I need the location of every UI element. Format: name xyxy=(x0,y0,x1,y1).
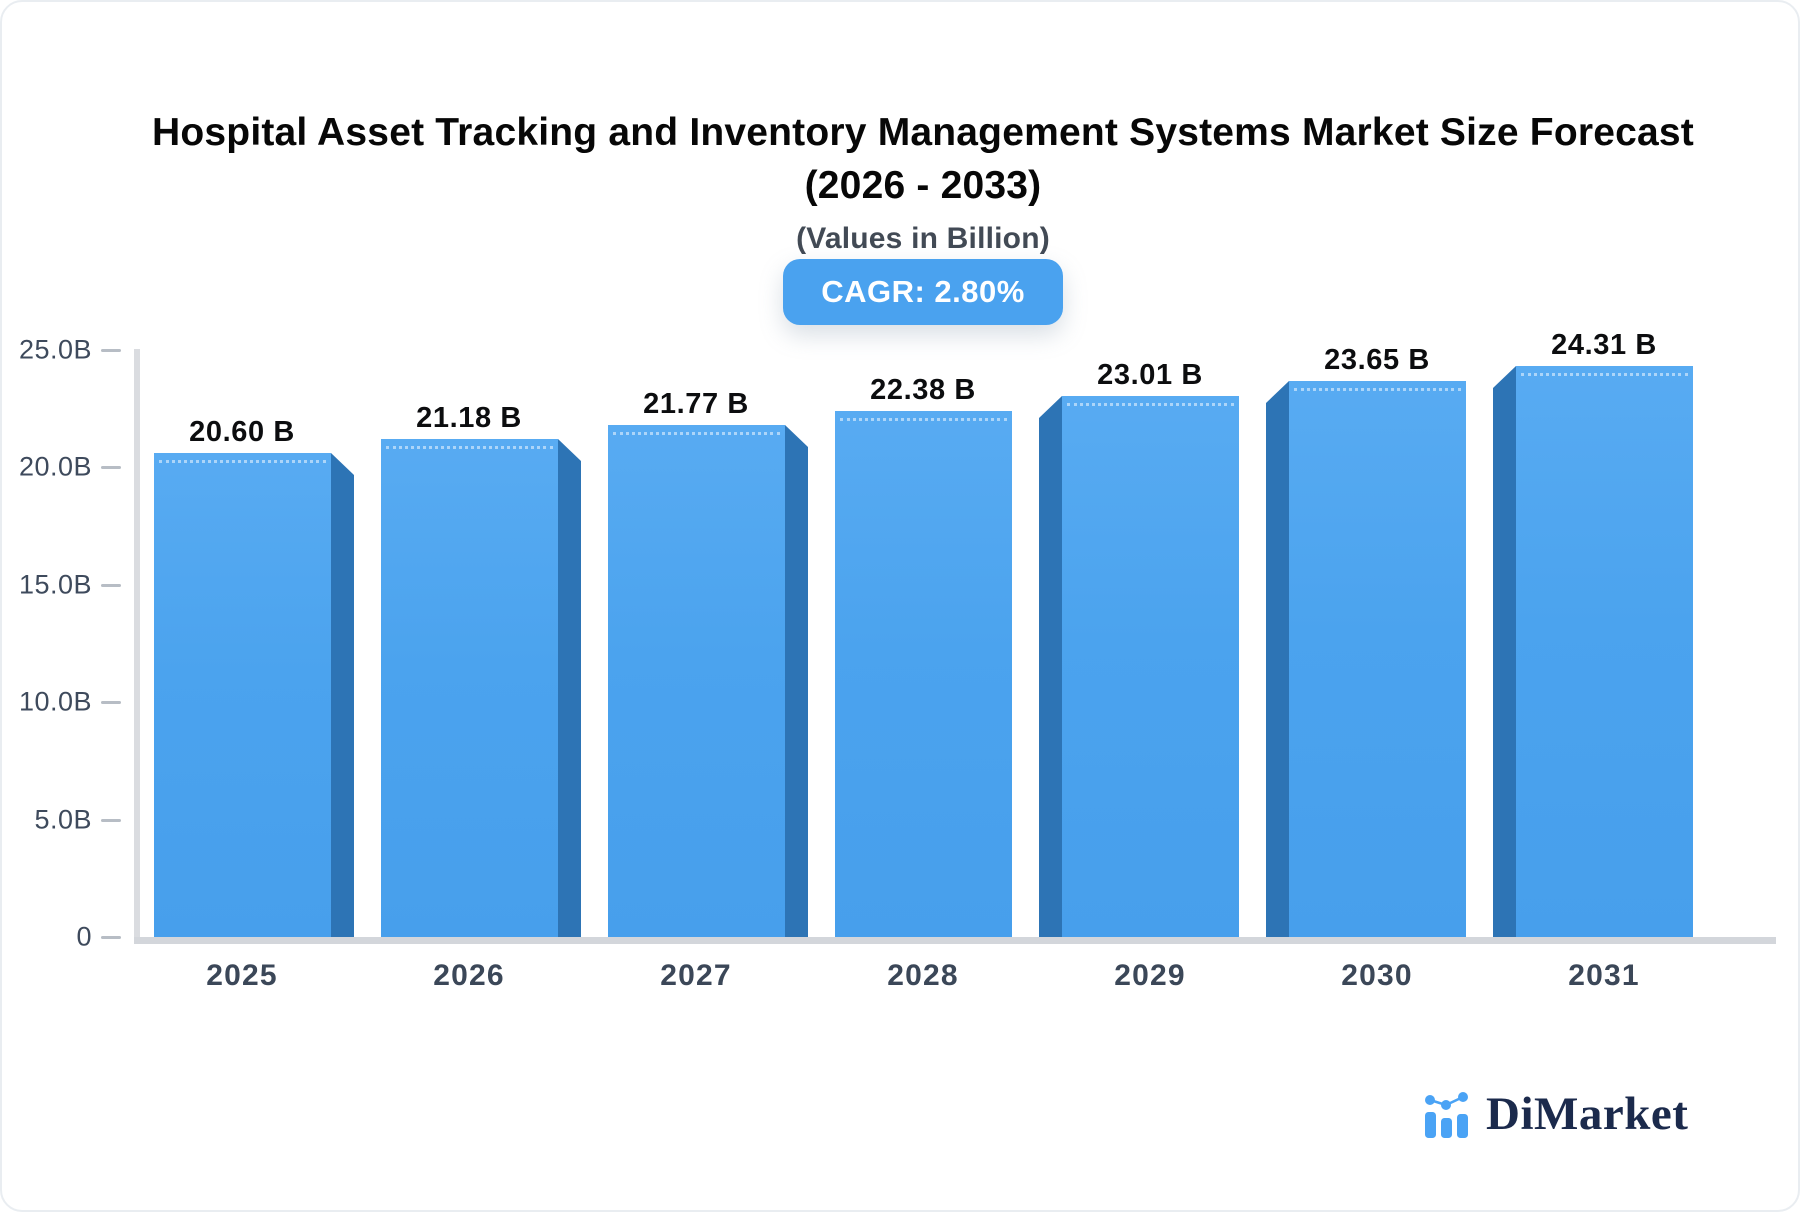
y-axis-tick-label: 0 xyxy=(76,921,92,952)
y-axis-tick-label: 5.0B xyxy=(34,804,92,834)
bar-2026 xyxy=(381,439,558,937)
bar-value-label: 23.01 B xyxy=(1097,359,1203,391)
bar-value-label: 24.31 B xyxy=(1551,329,1657,361)
dimarket-logo: DiMarket xyxy=(1422,1090,1688,1138)
bar-side-face xyxy=(1266,381,1289,937)
bar-side-face xyxy=(1493,366,1516,937)
y-axis-tick-label: 20.0B xyxy=(18,451,92,482)
y-axis-tick-label: 10.0B xyxy=(18,686,92,717)
y-axis-tick-mark xyxy=(101,583,121,587)
cagr-badge-row: CAGR: 2.80% xyxy=(23,259,1798,325)
y-axis-tick-mark xyxy=(101,818,121,822)
dimarket-logo-text: DiMarket xyxy=(1486,1088,1689,1140)
x-axis-label-2026: 2026 xyxy=(433,959,505,992)
bar-value-label: 20.60 B xyxy=(189,416,295,448)
bar-side-face xyxy=(785,425,808,937)
chart-title-line2: (2026 - 2033) xyxy=(804,164,1042,207)
bar-2027 xyxy=(608,425,785,937)
chart-title-line1: Hospital Asset Tracking and Inventory Ma… xyxy=(152,111,1694,154)
dimarket-logo-icon xyxy=(1425,1092,1468,1138)
bar-side-face xyxy=(331,453,354,937)
y-axis-tick-mark xyxy=(101,348,121,352)
y-axis-tick-mark xyxy=(101,701,121,704)
cagr-badge: CAGR: 2.80% xyxy=(783,259,1063,325)
bar-value-label: 21.77 B xyxy=(643,388,749,420)
bar-2030 xyxy=(1289,381,1466,937)
bar-value-label: 23.65 B xyxy=(1324,344,1430,376)
y-axis-line xyxy=(134,349,140,937)
bar-2029 xyxy=(1062,396,1239,937)
chart-title: Hospital Asset Tracking and Inventory Ma… xyxy=(23,106,1798,212)
bar-value-label: 21.18 B xyxy=(416,402,522,434)
x-axis-label-2030: 2030 xyxy=(1341,959,1413,992)
y-axis-tick-label: 25.0B xyxy=(18,334,92,364)
bar-2028 xyxy=(835,411,1012,937)
y-axis-tick-mark xyxy=(101,466,121,469)
x-axis-label-2027: 2027 xyxy=(660,959,732,992)
x-axis-label-2029: 2029 xyxy=(1114,959,1186,992)
x-axis-label-2025: 2025 xyxy=(206,959,278,992)
bar-side-face xyxy=(1039,396,1062,937)
bar-side-face xyxy=(558,439,581,937)
x-axis-label-2028: 2028 xyxy=(887,959,959,992)
x-axis-label-2031: 2031 xyxy=(1568,959,1640,992)
x-axis-line xyxy=(134,937,1776,944)
bar-value-label: 22.38 B xyxy=(870,374,976,406)
y-axis-tick-label: 15.0B xyxy=(18,569,92,599)
bar-2025 xyxy=(154,453,331,937)
bar-2031 xyxy=(1516,366,1693,937)
y-axis-tick-mark xyxy=(101,936,121,939)
chart-subtitle: (Values in Billion) xyxy=(796,222,1050,255)
